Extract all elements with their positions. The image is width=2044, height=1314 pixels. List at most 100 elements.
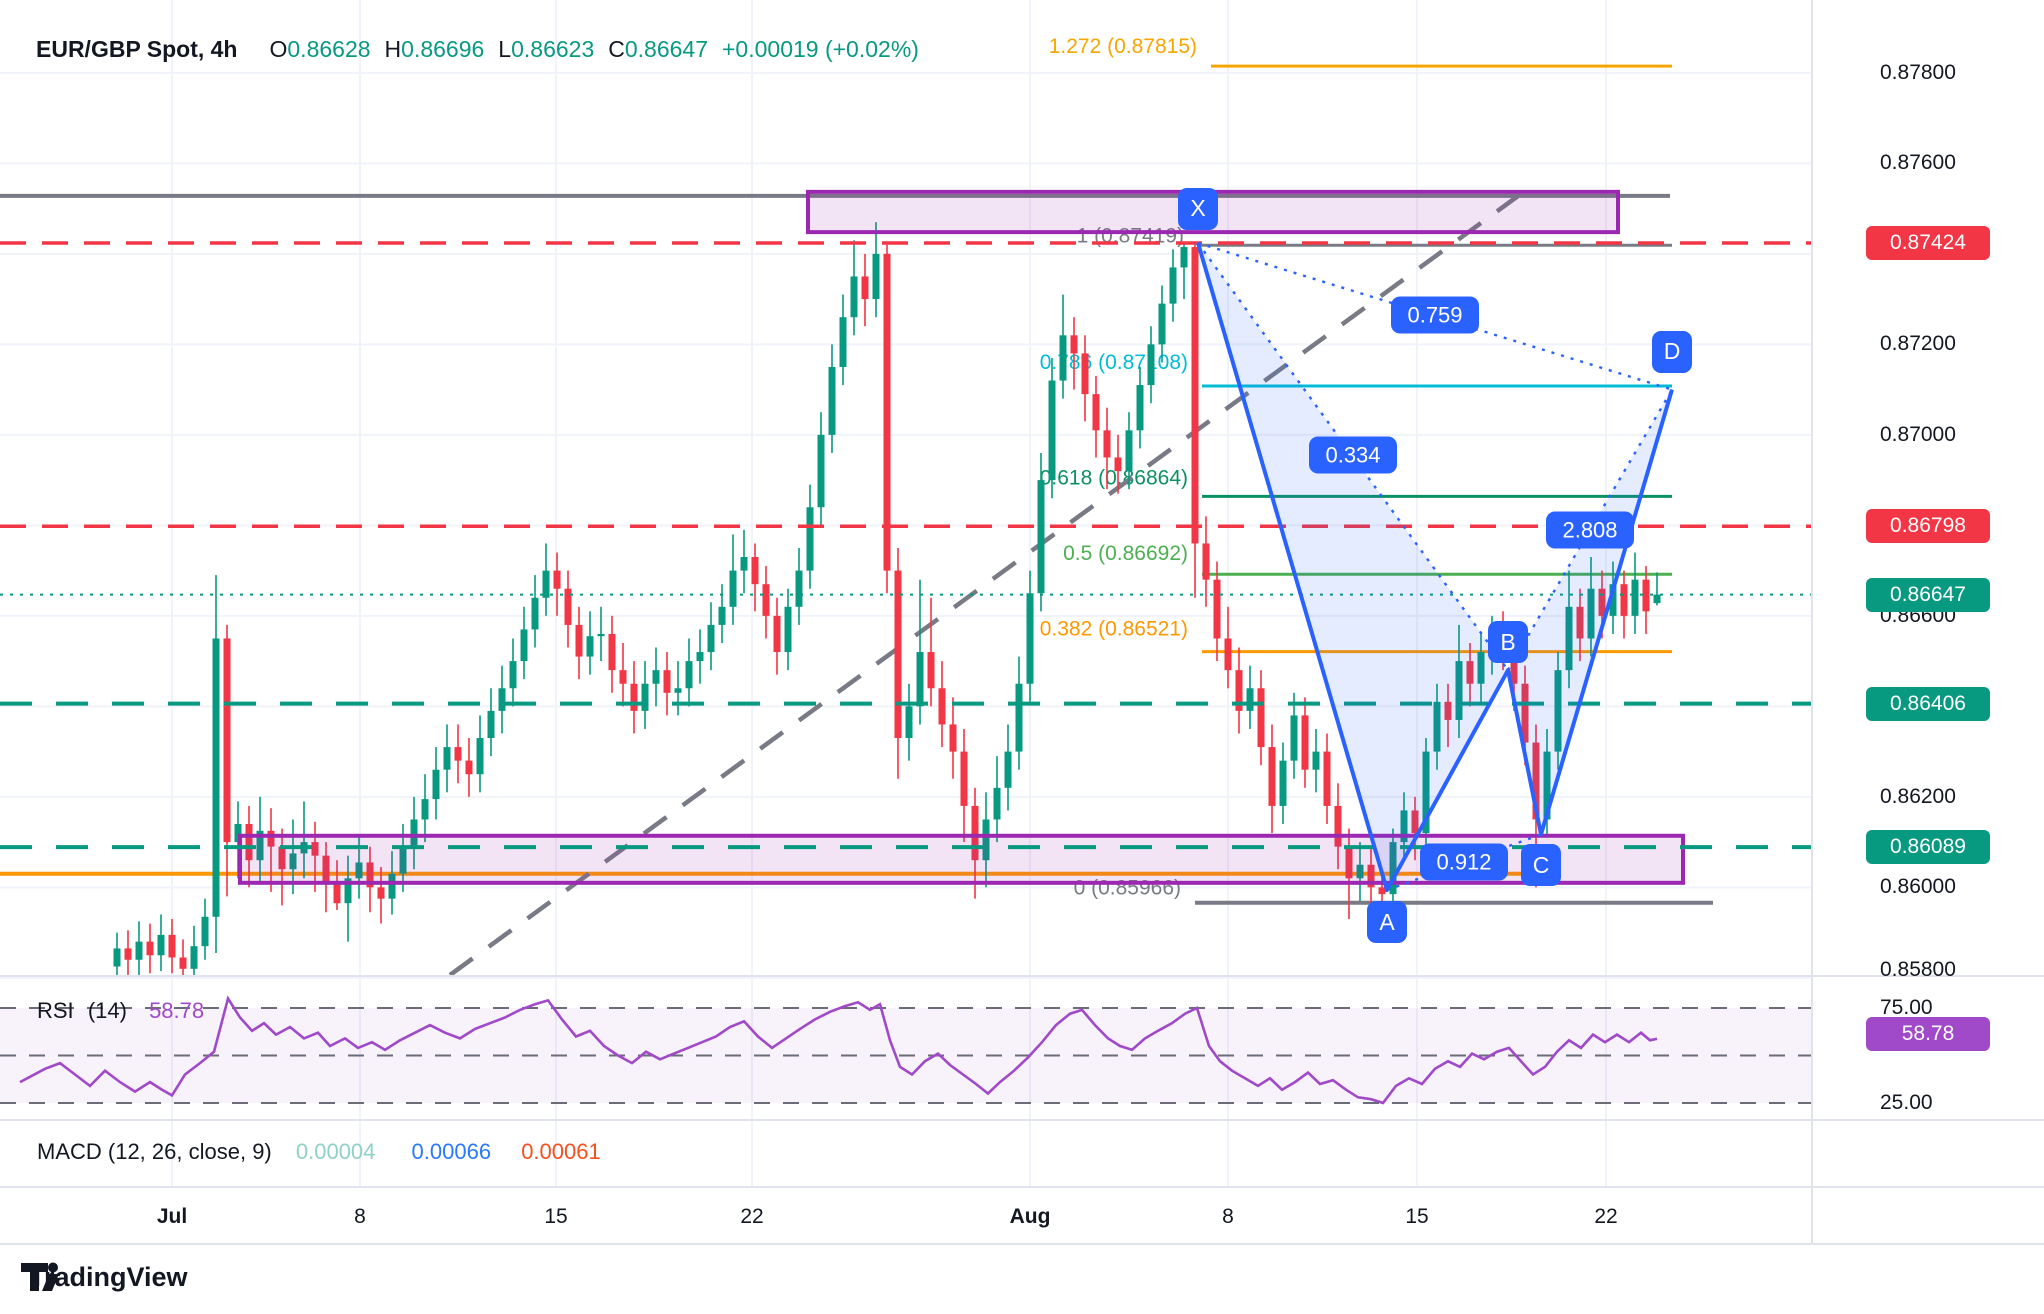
- time-axis-label[interactable]: 22: [1594, 1205, 1618, 1228]
- candle-body: [1004, 751, 1012, 788]
- candle-body: [1257, 688, 1265, 748]
- candle-body: [1356, 864, 1364, 879]
- candle-body: [135, 941, 143, 960]
- rsi-indicator-legend[interactable]: RSI (14) 58.78: [37, 998, 204, 1024]
- candle-body: [1048, 380, 1056, 481]
- candle-body: [597, 633, 605, 637]
- macd-indicator-legend[interactable]: MACD (12, 26, close, 9) 0.00004 0.00066 …: [37, 1139, 601, 1165]
- candle-body: [564, 588, 572, 625]
- candle-body: [993, 787, 1001, 820]
- price-line-badge[interactable]: 0.86406: [1866, 686, 1990, 721]
- pattern-point-badge-a[interactable]: A: [1367, 901, 1407, 944]
- candle-body: [124, 948, 132, 960]
- candle-body: [1323, 751, 1331, 806]
- pattern-point-badge-d[interactable]: D: [1652, 330, 1692, 373]
- candle-body: [1631, 579, 1639, 616]
- symbol-title[interactable]: EUR/GBP Spot, 4h: [36, 36, 238, 62]
- candle-body: [1609, 584, 1617, 616]
- pattern-point-badge-b[interactable]: B: [1488, 621, 1528, 664]
- candle-body: [1378, 887, 1386, 895]
- candle-body: [586, 636, 594, 657]
- pattern-solid-line[interactable]: [1196, 242, 1674, 893]
- candle-body: [1290, 715, 1298, 761]
- pattern-dotted-line[interactable]: [1197, 241, 1673, 391]
- time-axis-label[interactable]: 8: [354, 1205, 366, 1228]
- macd-histogram-value: 0.00004: [295, 1139, 376, 1164]
- candle-body: [608, 633, 616, 671]
- close-value: 0.86647: [624, 36, 708, 62]
- price-axis-label: 0.87600: [1880, 151, 1956, 175]
- tradingview-logo[interactable]: TradingView: [20, 1262, 188, 1293]
- candle-body: [1620, 584, 1628, 616]
- price-axis-label: 0.86200: [1880, 784, 1956, 808]
- candle-body: [1103, 430, 1111, 458]
- price-axis-label: 0.87800: [1880, 60, 1956, 84]
- candle-body: [1543, 751, 1551, 820]
- candle-body: [971, 805, 979, 861]
- pattern-point-badge-c[interactable]: C: [1521, 844, 1561, 887]
- fib-level-label: 1.272 (0.87815): [1049, 35, 1197, 58]
- candle-body: [1312, 751, 1320, 770]
- candle-body: [278, 846, 286, 870]
- candle-body: [410, 819, 418, 847]
- pattern-point-badge-x[interactable]: X: [1178, 187, 1218, 230]
- candle-body: [729, 570, 737, 607]
- candle-body: [575, 624, 583, 657]
- candle-body: [311, 842, 319, 856]
- price-axis-label: 0.85800: [1880, 957, 1956, 981]
- open-value: 0.86628: [287, 36, 371, 62]
- candle-body: [1510, 643, 1518, 684]
- candles-group: [113, 222, 1661, 976]
- time-axis-label[interactable]: 8: [1222, 1205, 1234, 1228]
- candle-body: [179, 957, 187, 969]
- candle-body: [828, 366, 836, 435]
- price-axis-label: 0.86000: [1880, 875, 1956, 899]
- low-label: L: [498, 36, 512, 62]
- pattern-ratio-badge[interactable]: 2.808: [1546, 511, 1634, 549]
- price-line-badge[interactable]: 0.87424: [1866, 225, 1990, 260]
- low-value: 0.86623: [511, 36, 595, 62]
- time-axis-label[interactable]: 22: [740, 1205, 764, 1228]
- candle-body: [762, 584, 770, 616]
- candle-body: [806, 507, 814, 571]
- candle-body: [531, 597, 539, 630]
- time-axis-label[interactable]: Aug: [1009, 1205, 1051, 1228]
- price-line-badge[interactable]: 0.86089: [1866, 830, 1990, 865]
- candle-body: [344, 878, 352, 904]
- candle-body: [1466, 661, 1474, 684]
- candle-body: [355, 862, 363, 879]
- candle-body: [795, 570, 803, 607]
- price-line-badge[interactable]: 0.86647: [1866, 577, 1990, 612]
- price-axis-label: 0.87000: [1880, 422, 1956, 446]
- candle-body: [641, 683, 649, 711]
- pattern-ratio-badge[interactable]: 0.334: [1309, 436, 1397, 474]
- candle-body: [1433, 701, 1441, 752]
- candle-body: [1653, 594, 1661, 604]
- candle-body: [751, 557, 759, 585]
- candle-body: [1444, 701, 1452, 720]
- candle-body: [190, 946, 198, 969]
- candle-body: [872, 253, 880, 300]
- candle-body: [223, 638, 231, 843]
- candle-body: [1070, 335, 1078, 354]
- candle-body: [1136, 385, 1144, 431]
- candle-body: [333, 882, 341, 904]
- pattern-ratio-badge[interactable]: 0.759: [1391, 296, 1479, 334]
- candle-body: [1037, 480, 1045, 594]
- time-axis-label[interactable]: 15: [1405, 1205, 1429, 1228]
- rsi-value: 58.78: [149, 998, 205, 1023]
- candle-body: [399, 846, 407, 874]
- candle-body: [1026, 593, 1034, 684]
- candle-body: [1532, 742, 1540, 820]
- pattern-ratio-badge[interactable]: 0.912: [1420, 843, 1508, 881]
- candle-body: [1389, 842, 1397, 895]
- candle-body: [982, 819, 990, 861]
- time-axis-label[interactable]: 15: [544, 1205, 568, 1228]
- candle-body: [1114, 457, 1122, 472]
- rsi-line[interactable]: [19, 995, 1658, 1105]
- price-line-badge[interactable]: 0.86798: [1866, 509, 1990, 544]
- time-axis-label[interactable]: Jul: [156, 1205, 188, 1228]
- candle-body: [894, 570, 902, 739]
